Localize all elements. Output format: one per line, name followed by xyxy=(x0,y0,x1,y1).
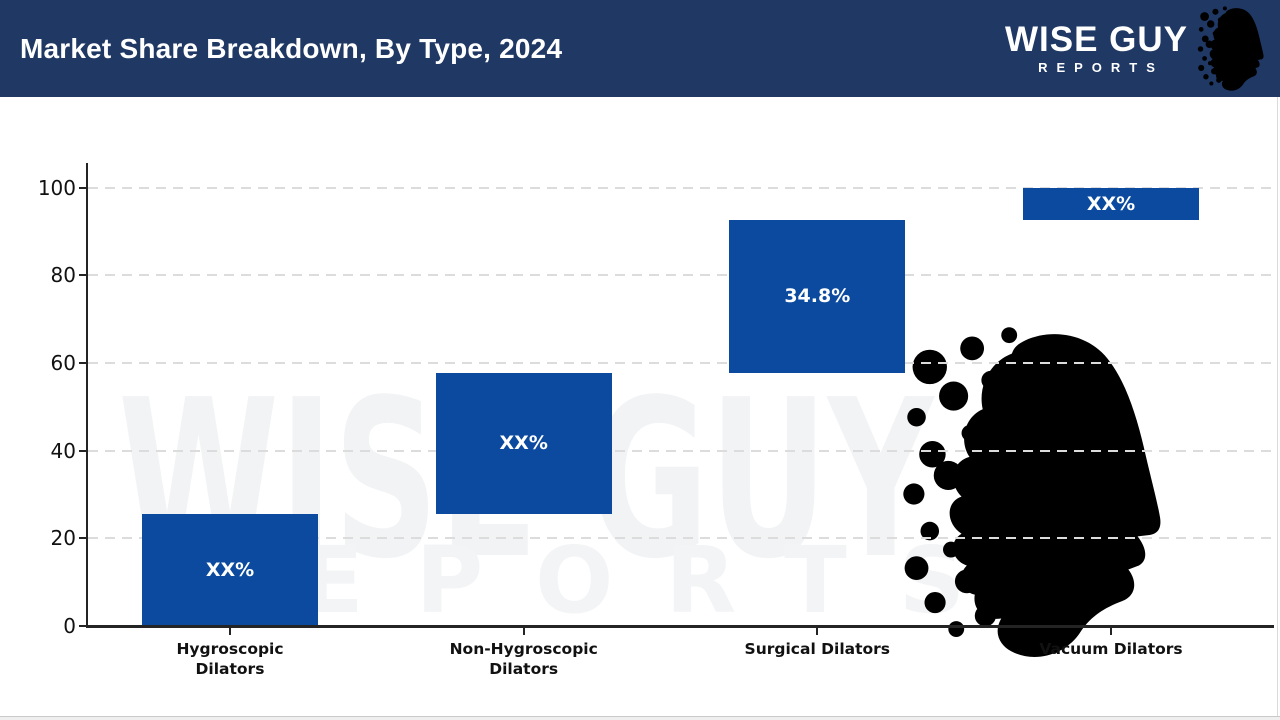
x-category-label: Hygroscopic Dilators xyxy=(176,640,284,679)
x-tick-2 xyxy=(816,627,819,635)
bar-value-label: XX% xyxy=(1086,192,1136,215)
bar-surgical-dilators: 34.8% xyxy=(729,219,906,373)
y-tick-label-20: 20 xyxy=(50,526,76,551)
x-category-label: Vacuum Dilators xyxy=(1039,640,1183,658)
brand-face-icon xyxy=(1197,5,1264,91)
page-bottom-border xyxy=(0,715,1280,717)
bar-hygroscopic-dilators: XX% xyxy=(142,514,318,626)
chart-area: WISE GUY REPORTS 0 20 40 60 80 100 XX% Hygrosco… xyxy=(0,97,1280,717)
x-tick-0 xyxy=(229,627,231,635)
gridline-y40 xyxy=(88,449,1272,452)
bar-value-label: XX% xyxy=(205,559,255,582)
page-bottom-margin xyxy=(0,717,1280,720)
y-tick-0 xyxy=(79,625,87,627)
bar-value-label: XX% xyxy=(499,432,548,455)
bar-vacuum-dilators: XX% xyxy=(1023,187,1199,220)
x-category-label: Surgical Dilators xyxy=(744,640,891,658)
x-axis-line xyxy=(86,625,1274,628)
y-tick-label-100: 100 xyxy=(37,175,76,200)
x-tick-1 xyxy=(522,627,525,635)
brand-subtitle: REPORTS xyxy=(1038,60,1164,75)
x-tick-3 xyxy=(1110,627,1112,635)
y-tick-label-80: 80 xyxy=(50,263,76,288)
y-tick-label-60: 60 xyxy=(50,350,76,375)
page-right-border xyxy=(1276,97,1278,716)
bar-non-hygroscopic-dilators: XX% xyxy=(435,372,612,515)
y-tick-label-0: 0 xyxy=(63,614,76,638)
chart-title: Market Share Breakdown, By Type, 2024 xyxy=(20,32,563,64)
header-bar: Market Share Breakdown, By Type, 2024 WI… xyxy=(0,0,1280,97)
gridline-y100 xyxy=(88,186,1272,189)
gridline-y20 xyxy=(88,537,1272,540)
y-tick-20 xyxy=(79,537,87,540)
y-tick-80 xyxy=(79,274,87,277)
bar-value-label: 34.8% xyxy=(784,285,851,308)
watermark-face-icon xyxy=(903,327,1161,658)
y-axis-line xyxy=(86,163,88,628)
y-tick-100 xyxy=(79,186,87,189)
y-tick-60 xyxy=(79,361,87,364)
y-tick-40 xyxy=(79,449,87,452)
gridline-y80 xyxy=(88,274,1272,277)
x-category-label: Non-Hygroscopic Dilators xyxy=(449,640,598,679)
gridline-y60 xyxy=(88,361,1272,364)
y-tick-label-40: 40 xyxy=(50,438,76,463)
brand-name: WISE GUY xyxy=(1004,20,1188,59)
brand-logo: WISE GUY REPORTS xyxy=(1005,5,1280,93)
brand-wordmark: WISE GUY REPORTS xyxy=(1005,22,1188,75)
